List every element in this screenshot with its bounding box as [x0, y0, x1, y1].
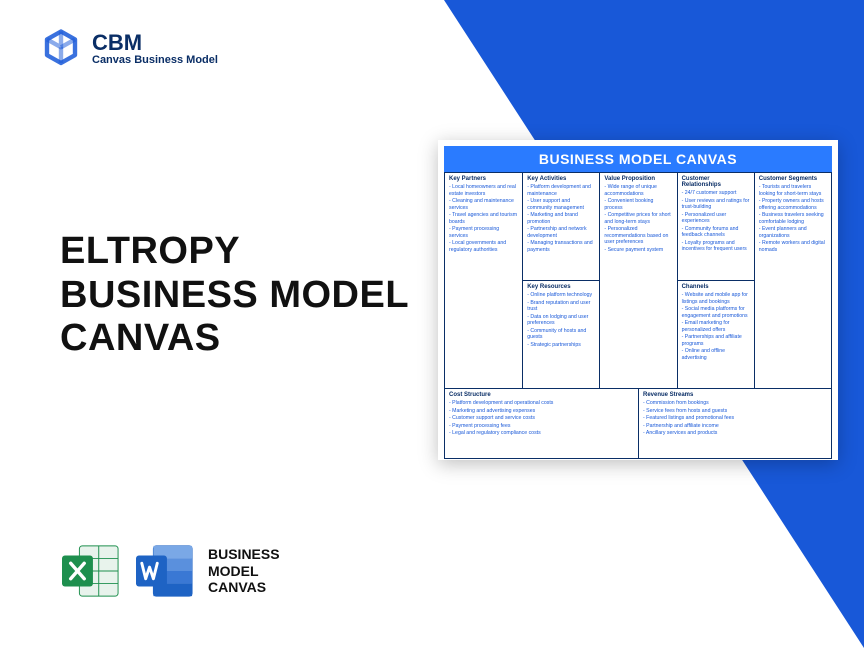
list-item: Social media platforms for engagement an…	[682, 306, 750, 319]
apps-label-3: CANVAS	[208, 579, 280, 596]
list-item: Community forums and feedback channels	[682, 226, 750, 239]
list-item: Wide range of unique accommodations	[604, 184, 672, 197]
apps-label-1: BUSINESS	[208, 546, 280, 563]
list-item: Local homeowners and real estate investo…	[449, 184, 518, 197]
cell-list: Platform development and maintenanceUser…	[527, 184, 595, 253]
cell-title: Key Activities	[527, 176, 595, 182]
list-item: Online and offline advertising	[682, 348, 750, 361]
list-item: Personalized user experiences	[682, 212, 750, 225]
cell-customer-segments: Customer Segments Tourists and travelers…	[754, 172, 831, 388]
list-item: Competitive prices for short and long-te…	[604, 212, 672, 225]
list-item: User reviews and ratings for trust-build…	[682, 198, 750, 211]
list-item: Convenient booking process	[604, 198, 672, 211]
list-item: Event planners and organizations	[759, 226, 827, 239]
cell-value-proposition: Value Proposition Wide range of unique a…	[599, 172, 676, 388]
cell-title: Cost Structure	[449, 392, 634, 398]
list-item: Managing transactions and payments	[527, 240, 595, 253]
cell-key-partners: Key Partners Local homeowners and real e…	[445, 172, 522, 388]
list-item: Partnerships and affiliate programs	[682, 334, 750, 347]
word-icon	[134, 542, 196, 600]
cell-customer-relationships: Customer Relationships 24/7 customer sup…	[677, 172, 754, 280]
cell-list: Online platform technologyBrand reputati…	[527, 292, 595, 348]
list-item: Secure payment system	[604, 247, 672, 254]
list-item: Travel agencies and tourism boards	[449, 212, 518, 225]
cell-channels: Channels Website and mobile app for list…	[677, 280, 754, 388]
title-line-2: BUSINESS MODEL	[60, 274, 409, 318]
cell-title: Key Resources	[527, 284, 595, 290]
list-item: Loyalty programs and incentives for freq…	[682, 240, 750, 253]
cell-title: Customer Relationships	[682, 176, 750, 188]
list-item: Cleaning and maintenance services	[449, 198, 518, 211]
list-item: Platform development and maintenance	[527, 184, 595, 197]
list-item: Local governments and regulatory authori…	[449, 240, 518, 253]
cell-list: Tourists and travelers looking for short…	[759, 184, 827, 253]
list-item: Customer support and service costs	[449, 415, 634, 422]
cell-revenue-streams: Revenue Streams Commission from bookings…	[638, 388, 831, 458]
list-item: User support and community management	[527, 198, 595, 211]
cell-title: Key Partners	[449, 176, 518, 182]
list-item: Brand reputation and user trust	[527, 300, 595, 313]
list-item: Featured listings and promotional fees	[643, 415, 827, 422]
canvas-grid: Key Partners Local homeowners and real e…	[444, 172, 832, 459]
list-item: Commission from bookings	[643, 400, 827, 407]
list-item: Marketing and brand promotion	[527, 212, 595, 225]
title-line-1: ELTROPY	[60, 230, 409, 274]
list-item: Service fees from hosts and guests	[643, 408, 827, 415]
cbm-logo-icon	[40, 28, 82, 70]
list-item: 24/7 customer support	[682, 190, 750, 197]
list-item: Partnership and network development	[527, 226, 595, 239]
cell-list: Local homeowners and real estate investo…	[449, 184, 518, 253]
apps-label: BUSINESS MODEL CANVAS	[208, 546, 280, 596]
list-item: Data on lodging and user preferences	[527, 314, 595, 327]
apps-label-2: MODEL	[208, 563, 280, 580]
apps-row: BUSINESS MODEL CANVAS	[60, 542, 280, 600]
list-item: Platform development and operational cos…	[449, 400, 634, 407]
list-item: Business travelers seeking comfortable l…	[759, 212, 827, 225]
logo-name: CBM	[92, 32, 218, 54]
cell-key-resources: Key Resources Online platform technology…	[522, 280, 599, 388]
list-item: Ancillary services and products	[643, 430, 827, 437]
list-item: Online platform technology	[527, 292, 595, 299]
cell-title: Revenue Streams	[643, 392, 827, 398]
list-item: Strategic partnerships	[527, 342, 595, 349]
cell-list: Commission from bookingsService fees fro…	[643, 400, 827, 437]
list-item: Payment processing services	[449, 226, 518, 239]
cell-title: Customer Segments	[759, 176, 827, 182]
list-item: Marketing and advertising expenses	[449, 408, 634, 415]
list-item: Email marketing for personalized offers	[682, 320, 750, 333]
list-item: Personalized recommendations based on us…	[604, 226, 672, 246]
logo-block: CBM Canvas Business Model	[40, 28, 218, 70]
cell-title: Value Proposition	[604, 176, 672, 182]
list-item: Remote workers and digital nomads	[759, 240, 827, 253]
title-line-3: CANVAS	[60, 317, 409, 361]
list-item: Property owners and hosts offering accom…	[759, 198, 827, 211]
list-item: Partnership and affiliate income	[643, 423, 827, 430]
canvas-header: BUSINESS MODEL CANVAS	[444, 146, 832, 172]
cell-title: Channels	[682, 284, 750, 290]
cell-key-activities: Key Activities Platform development and …	[522, 172, 599, 280]
list-item: Tourists and travelers looking for short…	[759, 184, 827, 197]
cell-list: 24/7 customer supportUser reviews and ra…	[682, 190, 750, 253]
cell-list: Platform development and operational cos…	[449, 400, 634, 437]
cell-list: Website and mobile app for listings and …	[682, 292, 750, 361]
logo-subtitle: Canvas Business Model	[92, 54, 218, 66]
list-item: Payment processing fees	[449, 423, 634, 430]
cell-list: Wide range of unique accommodationsConve…	[604, 184, 672, 253]
list-item: Website and mobile app for listings and …	[682, 292, 750, 305]
canvas-card: BUSINESS MODEL CANVAS Key Partners Local…	[438, 140, 838, 460]
list-item: Community of hosts and guests	[527, 328, 595, 341]
cell-cost-structure: Cost Structure Platform development and …	[445, 388, 638, 458]
main-title: ELTROPY BUSINESS MODEL CANVAS	[60, 230, 409, 361]
list-item: Legal and regulatory compliance costs	[449, 430, 634, 437]
excel-icon	[60, 542, 122, 600]
